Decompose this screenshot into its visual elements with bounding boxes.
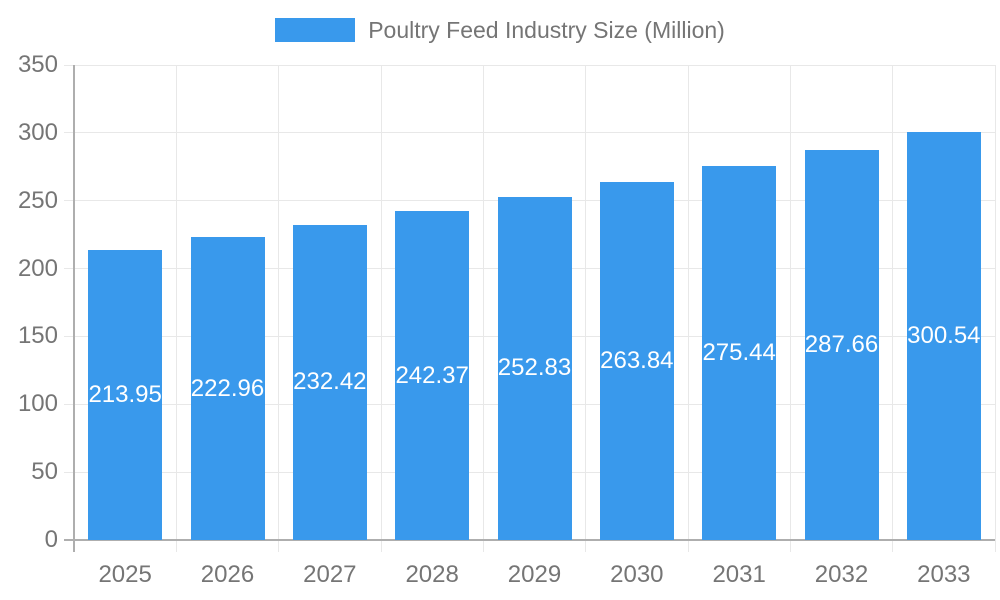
x-gridline: [687, 65, 689, 552]
x-gridline: [278, 65, 280, 552]
x-gridline: [789, 65, 791, 552]
y-axis-label: 100: [17, 390, 58, 418]
y-axis-line: [73, 65, 75, 552]
x-gridline: [585, 65, 587, 552]
y-gridline: [64, 64, 995, 66]
bar[interactable]: [292, 224, 367, 540]
y-axis-label: 350: [17, 51, 58, 78]
legend-item[interactable]: Poultry Feed Industry Size (Million): [0, 14, 1000, 46]
y-axis-label: 250: [17, 186, 58, 214]
x-axis-label: 2028: [405, 561, 459, 588]
y-axis-label: 150: [17, 322, 58, 350]
y-axis-label: 300: [17, 118, 58, 146]
bar[interactable]: [599, 181, 674, 540]
x-axis-line: [64, 539, 995, 541]
bar[interactable]: [88, 249, 163, 540]
bar[interactable]: [190, 237, 265, 540]
x-axis-label: 2033: [917, 561, 971, 588]
x-axis-label: 2025: [98, 561, 152, 588]
x-axis-label: 2032: [814, 561, 869, 588]
bar[interactable]: [702, 166, 777, 540]
y-gridline: [64, 132, 995, 134]
bar[interactable]: [497, 196, 572, 540]
x-axis-label: 2029: [507, 561, 562, 588]
x-axis-label: 2031: [712, 561, 766, 588]
x-gridline: [892, 65, 894, 552]
x-gridline: [994, 65, 996, 552]
x-gridline: [482, 65, 484, 552]
y-axis-label: 50: [31, 458, 58, 486]
legend-label: Poultry Feed Industry Size (Million): [368, 16, 725, 43]
bar[interactable]: [395, 211, 470, 540]
legend-swatch: [275, 18, 356, 42]
x-axis-label: 2026: [200, 561, 255, 588]
bar[interactable]: [804, 149, 879, 540]
bar[interactable]: [906, 132, 981, 540]
x-gridline: [175, 65, 177, 552]
y-axis-label: 0: [44, 526, 58, 553]
x-axis-label: 2030: [610, 561, 664, 588]
x-axis-label: 2027: [303, 561, 357, 588]
x-gridline: [380, 65, 382, 552]
y-axis-label: 200: [17, 254, 58, 282]
